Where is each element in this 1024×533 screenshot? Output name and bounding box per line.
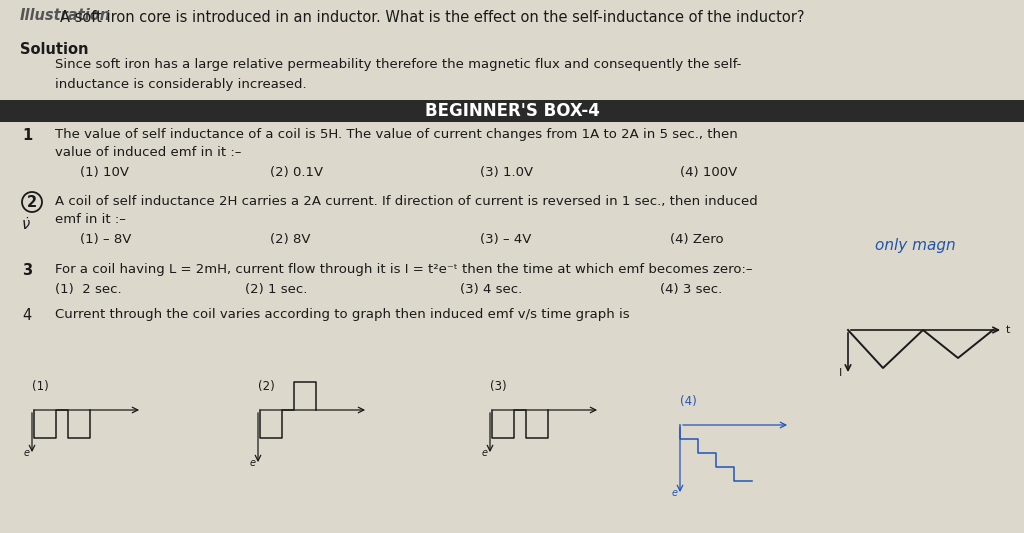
- Text: The value of self inductance of a coil is 5H. The value of current changes from : The value of self inductance of a coil i…: [55, 128, 737, 141]
- Text: (4): (4): [680, 395, 696, 408]
- Text: (1): (1): [32, 380, 49, 393]
- Text: 3: 3: [22, 263, 32, 278]
- Text: For a coil having L = 2mH, current flow through it is I = t²e⁻ᵗ then the time at: For a coil having L = 2mH, current flow …: [55, 263, 753, 276]
- Text: (4) Zero: (4) Zero: [670, 233, 724, 246]
- Text: Illustration: Illustration: [20, 8, 112, 23]
- Text: e: e: [672, 488, 678, 498]
- Text: A soft iron core is introduced in an inductor. What is the effect on the self-in: A soft iron core is introduced in an ind…: [60, 10, 805, 25]
- Bar: [0, 100, 1024, 122]
- Text: (3) 1.0V: (3) 1.0V: [480, 166, 534, 179]
- Text: (1)  2 sec.: (1) 2 sec.: [55, 283, 122, 296]
- Text: emf in it :–: emf in it :–: [55, 213, 126, 226]
- Text: Current through the coil varies according to graph then induced emf v/s time gra: Current through the coil varies accordin…: [55, 308, 630, 321]
- Text: Solution: Solution: [20, 42, 88, 57]
- Text: inductance is considerably increased.: inductance is considerably increased.: [55, 78, 306, 91]
- Text: (3): (3): [490, 380, 507, 393]
- Text: e: e: [24, 448, 30, 458]
- Text: e: e: [250, 458, 256, 468]
- Text: 4: 4: [22, 308, 32, 323]
- Text: only magn: only magn: [874, 238, 955, 253]
- Text: ν̇: ν̇: [22, 217, 30, 232]
- Text: BEGINNER'S BOX-4: BEGINNER'S BOX-4: [425, 102, 599, 120]
- Text: (2) 1 sec.: (2) 1 sec.: [245, 283, 307, 296]
- Text: (3) – 4V: (3) – 4V: [480, 233, 531, 246]
- Text: 1: 1: [22, 128, 32, 143]
- Text: A coil of self inductance 2H carries a 2A current. If direction of current is re: A coil of self inductance 2H carries a 2…: [55, 195, 758, 208]
- Text: value of induced emf in it :–: value of induced emf in it :–: [55, 146, 242, 159]
- Text: (4) 100V: (4) 100V: [680, 166, 737, 179]
- Text: (2): (2): [258, 380, 274, 393]
- Text: (2) 8V: (2) 8V: [270, 233, 310, 246]
- Text: (4) 3 sec.: (4) 3 sec.: [660, 283, 722, 296]
- Text: (2) 0.1V: (2) 0.1V: [270, 166, 324, 179]
- Text: 2: 2: [27, 195, 37, 210]
- Text: (3) 4 sec.: (3) 4 sec.: [460, 283, 522, 296]
- Text: (1) 10V: (1) 10V: [80, 166, 129, 179]
- Text: Since soft iron has a large relative permeability therefore the magnetic flux an: Since soft iron has a large relative per…: [55, 58, 741, 71]
- Text: e: e: [482, 448, 488, 458]
- Text: (1) – 8V: (1) – 8V: [80, 233, 131, 246]
- Text: I: I: [839, 368, 842, 378]
- Text: t: t: [1006, 325, 1011, 335]
